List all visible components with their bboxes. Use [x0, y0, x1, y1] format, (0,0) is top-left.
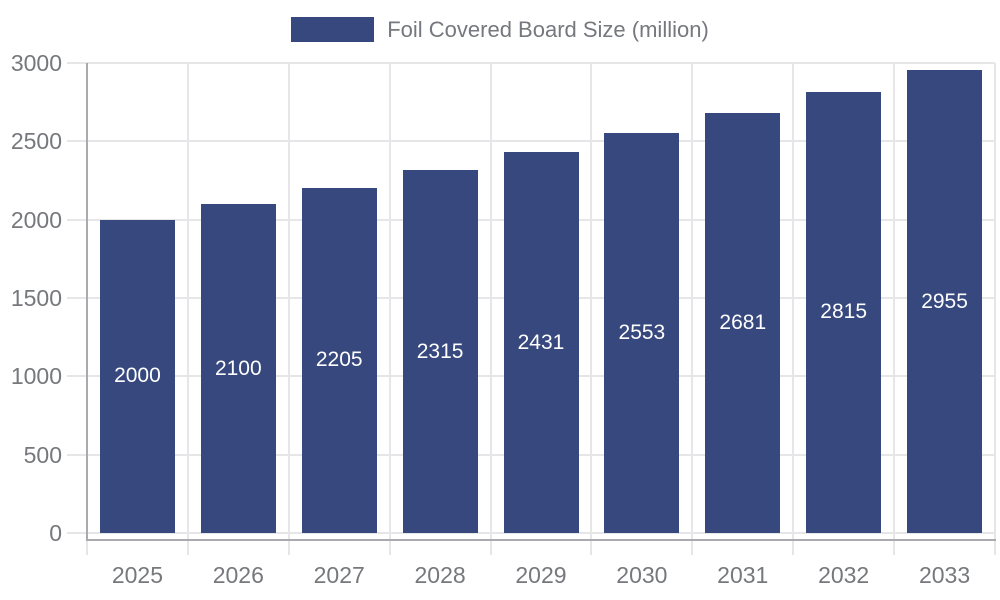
y-tick-label: 0: [49, 520, 62, 546]
bar: [604, 133, 680, 533]
bar: [503, 152, 579, 533]
x-gridline: [186, 63, 189, 555]
x-tick-label: 2025: [111, 562, 164, 588]
x-gridline: [489, 63, 492, 555]
x-tick-label: 2033: [918, 562, 971, 588]
x-tick-label: 2026: [212, 562, 264, 588]
x-gridline: [388, 63, 391, 555]
y-axis-line: [86, 63, 88, 541]
bar-value-label: 2315: [416, 339, 464, 363]
bar: [907, 70, 983, 533]
y-tick-label: 3000: [10, 50, 62, 76]
x-axis-line: [86, 539, 996, 541]
x-tick-label: 2032: [818, 562, 870, 588]
bar-value-label: 2205: [315, 348, 363, 372]
x-gridline: [893, 63, 896, 555]
legend-swatch: [291, 17, 375, 42]
bar-value-label: 2431: [517, 330, 565, 354]
x-tick-label: 2028: [414, 562, 466, 588]
y-tick-label: 2500: [10, 128, 62, 155]
bar: [99, 219, 175, 533]
x-gridline: [590, 63, 593, 555]
y-gridline: [67, 532, 995, 534]
x-gridline: [792, 63, 795, 555]
bar: [200, 204, 276, 533]
x-gridline: [994, 63, 996, 555]
legend[interactable]: Foil Covered Board Size (million): [0, 17, 1000, 42]
x-tick-label: 2031: [717, 562, 769, 588]
y-gridline: [67, 62, 995, 64]
x-tick-label: 2029: [515, 562, 567, 588]
bar: [301, 187, 377, 533]
bar-value-label: 2681: [719, 310, 767, 334]
x-tick-label: 2030: [616, 562, 668, 588]
bar: [402, 170, 478, 533]
y-tick-label: 1500: [10, 285, 62, 311]
x-gridline: [691, 63, 694, 555]
x-tick-label: 2027: [313, 562, 365, 588]
bar-value-label: 2955: [921, 289, 968, 313]
bar-value-label: 2000: [114, 364, 161, 388]
bar: [806, 91, 882, 533]
x-gridline: [287, 63, 290, 555]
legend-label: Foil Covered Board Size (million): [387, 17, 709, 42]
bar-value-label: 2553: [618, 321, 666, 344]
y-tick-label: 1000: [10, 363, 62, 390]
y-tick-label: 2000: [10, 206, 62, 233]
y-gridline: [67, 140, 995, 143]
bar: [705, 112, 781, 533]
bar-value-label: 2815: [820, 300, 868, 324]
bar-value-label: 2100: [214, 356, 262, 380]
y-tick-label: 500: [23, 441, 62, 468]
